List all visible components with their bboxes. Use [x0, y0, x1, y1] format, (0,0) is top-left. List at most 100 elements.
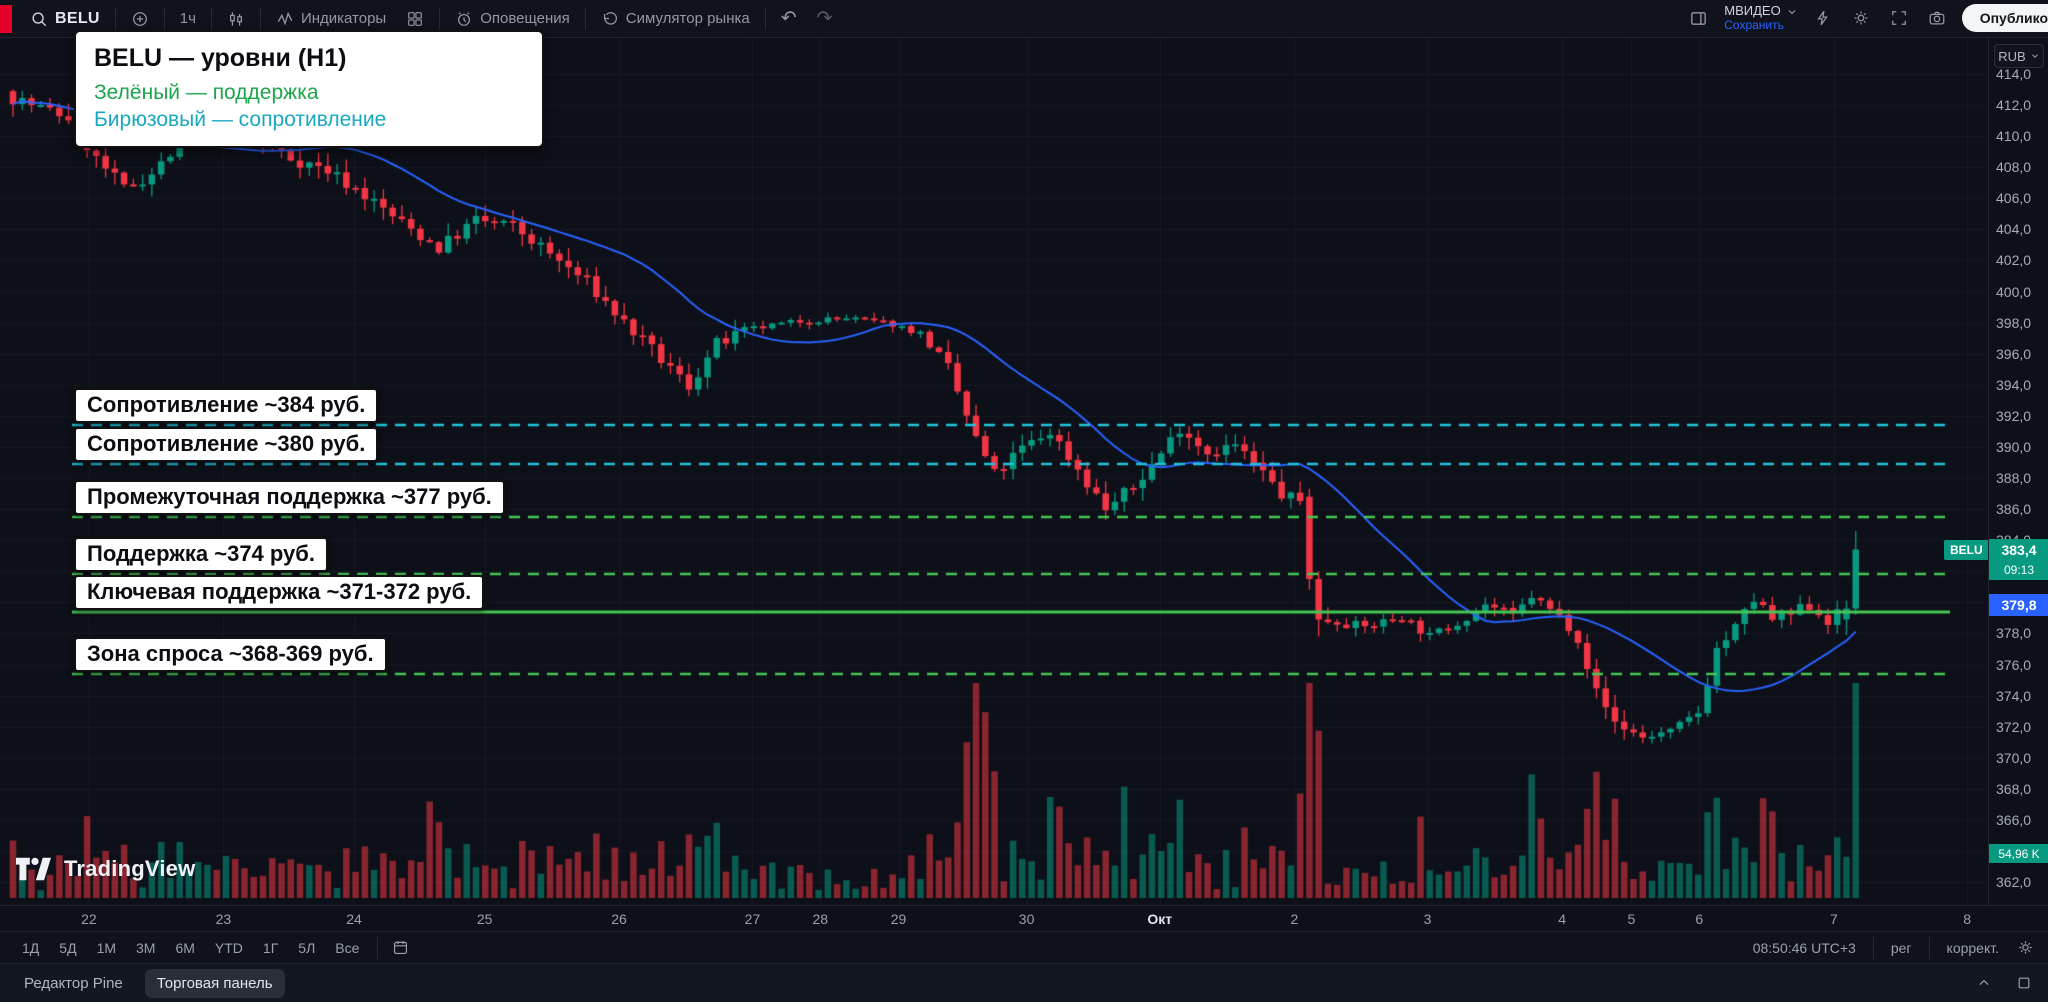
- layout-grid-button[interactable]: [398, 5, 432, 33]
- range-button-6М[interactable]: 6М: [167, 936, 202, 960]
- clock-label[interactable]: 08:50:46 UTC+3: [1752, 939, 1856, 956]
- redo-button[interactable]: ↷: [809, 4, 841, 33]
- chart-style-button[interactable]: [219, 5, 253, 33]
- price-tick: 398,0: [1996, 314, 2032, 331]
- price-tick: 390,0: [1996, 438, 2032, 455]
- time-tick: Окт: [1147, 911, 1173, 927]
- publish-button[interactable]: Опублико: [1961, 4, 2048, 33]
- layout-menu[interactable]: МВИДЕО Сохранить: [1724, 3, 1797, 33]
- volume-value-tag: 54,96 K: [1989, 844, 2048, 863]
- toolbar-separator: [584, 7, 586, 30]
- compare-symbol-button[interactable]: [123, 5, 157, 33]
- panel-maximize-button[interactable]: [2012, 971, 2036, 995]
- time-tick: 8: [1963, 911, 1972, 927]
- level-label[interactable]: Поддержка ~374 руб.: [74, 537, 328, 573]
- level-label[interactable]: Зона спроса ~368-369 руб.: [74, 636, 387, 672]
- tradingview-logo-icon: [16, 857, 51, 881]
- time-tick: 4: [1558, 911, 1567, 927]
- price-tick: 376,0: [1996, 656, 2032, 673]
- fullscreen-button[interactable]: [1886, 5, 1912, 31]
- price-tick: 394,0: [1996, 376, 2032, 393]
- tab-pine-editor[interactable]: Редактор Pine: [12, 969, 135, 998]
- undo-button[interactable]: ↶: [773, 4, 805, 33]
- range-button-1М[interactable]: 1М: [89, 936, 124, 960]
- alerts-button[interactable]: Оповещения: [447, 5, 578, 33]
- price-tick: 400,0: [1996, 283, 2032, 300]
- bar-countdown-tag: 09:13: [1989, 560, 2048, 580]
- currency-selector[interactable]: RUB: [1994, 44, 2044, 68]
- chart-settings-button[interactable]: [2013, 935, 2038, 960]
- price-tick: 386,0: [1996, 501, 2032, 518]
- watermark-label: TradingView: [64, 856, 196, 881]
- symbol-search-button[interactable]: BELU: [22, 5, 108, 33]
- symbol-label: BELU: [55, 9, 100, 27]
- adjust-toggle[interactable]: коррект.: [1946, 939, 1999, 956]
- currency-label: RUB: [1998, 48, 2026, 64]
- undo-icon: ↶: [780, 8, 797, 29]
- goto-date-button[interactable]: [388, 935, 413, 960]
- candles-icon: [229, 11, 242, 26]
- price-tick: 370,0: [1996, 749, 2032, 766]
- range-button-YTD[interactable]: YTD: [207, 936, 251, 960]
- calendar-icon: [394, 941, 408, 955]
- session-toggle[interactable]: рег: [1890, 939, 1912, 956]
- range-button-3М[interactable]: 3М: [128, 936, 163, 960]
- range-button-5Л[interactable]: 5Л: [290, 936, 323, 960]
- camera-icon: [1929, 12, 1945, 25]
- snapshot-button[interactable]: [1924, 5, 1950, 31]
- panel-collapse-button[interactable]: [1972, 971, 1996, 995]
- price-tick: 396,0: [1996, 345, 2032, 362]
- time-tick: 2: [1290, 911, 1299, 927]
- layout-grid-icon: [408, 11, 423, 26]
- time-tick: 3: [1423, 911, 1432, 927]
- indicators-icon: [277, 11, 293, 26]
- price-axis[interactable]: RUB 414,0 412,0 410,0 408,0 406,0 404,0 402,0 4…: [1988, 38, 2048, 905]
- settings-button[interactable]: [1848, 5, 1874, 31]
- price-tick: 414,0: [1996, 66, 2032, 82]
- quick-actions-button[interactable]: [1810, 5, 1836, 31]
- time-tick: 22: [81, 911, 97, 927]
- range-button-5Д[interactable]: 5Д: [51, 936, 84, 960]
- level-label[interactable]: Сопротивление ~384 руб.: [74, 388, 379, 424]
- save-layout-link[interactable]: Сохранить: [1724, 18, 1784, 33]
- time-tick: 5: [1627, 911, 1636, 927]
- price-tick: 408,0: [1996, 159, 2032, 176]
- level-label[interactable]: Ключевая поддержка ~371-372 руб.: [74, 574, 485, 610]
- chart-pane: Сопротивление ~384 руб. Сопротивление ~38…: [0, 38, 1989, 905]
- time-tick: 26: [611, 911, 627, 927]
- indicators-label: Индикаторы: [300, 10, 387, 27]
- time-tick: 6: [1695, 911, 1704, 927]
- range-button-1Д[interactable]: 1Д: [14, 936, 47, 960]
- tab-trading-panel[interactable]: Торговая панель: [144, 968, 285, 998]
- candlestick-canvas[interactable]: [0, 38, 1988, 905]
- price-tick: 412,0: [1996, 97, 2032, 114]
- alarm-clock-icon: [458, 11, 471, 26]
- time-axis[interactable]: 22 23 24 25 26 27 28 29 30 Окт 2 3 4 5 6 7 8: [0, 905, 2048, 931]
- price-tick: 404,0: [1996, 221, 2032, 238]
- level-label[interactable]: Промежуточная поддержка ~377 руб.: [74, 479, 505, 515]
- indicators-button[interactable]: Индикаторы: [268, 5, 394, 33]
- price-tick: 374,0: [1996, 687, 2032, 704]
- watchlist-panel-button[interactable]: [1685, 5, 1712, 32]
- fullscreen-icon: [1891, 11, 1906, 26]
- tradingview-watermark: TradingView: [16, 856, 195, 882]
- price-tick: 402,0: [1996, 252, 2032, 269]
- chevron-up-icon: [1979, 979, 1989, 986]
- toolbar-separator: [210, 7, 212, 30]
- toolbar-separator: [1872, 936, 1874, 959]
- range-button-1Г[interactable]: 1Г: [255, 936, 286, 960]
- range-button-Все[interactable]: Все: [327, 936, 367, 960]
- info-box-support-note: Зелёный — поддержка: [94, 81, 319, 104]
- time-tick: 29: [890, 911, 907, 927]
- toolbar-separator: [377, 936, 379, 959]
- interval-button[interactable]: 1ч: [172, 5, 204, 32]
- ma-value-tag: 379,8: [1989, 594, 2048, 617]
- bottom-panel: Редактор Pine Торговая панель: [0, 963, 2048, 1002]
- chart-info-box[interactable]: BELU — уровни (H1) Зелёный — поддержка Б…: [74, 30, 544, 148]
- lightning-icon: [1816, 11, 1828, 26]
- chevron-down-icon: [2031, 54, 2038, 59]
- level-label[interactable]: Сопротивление ~380 руб.: [74, 427, 379, 463]
- replay-button[interactable]: Симулятор рынка: [593, 5, 758, 33]
- maximize-icon: [2018, 977, 2030, 989]
